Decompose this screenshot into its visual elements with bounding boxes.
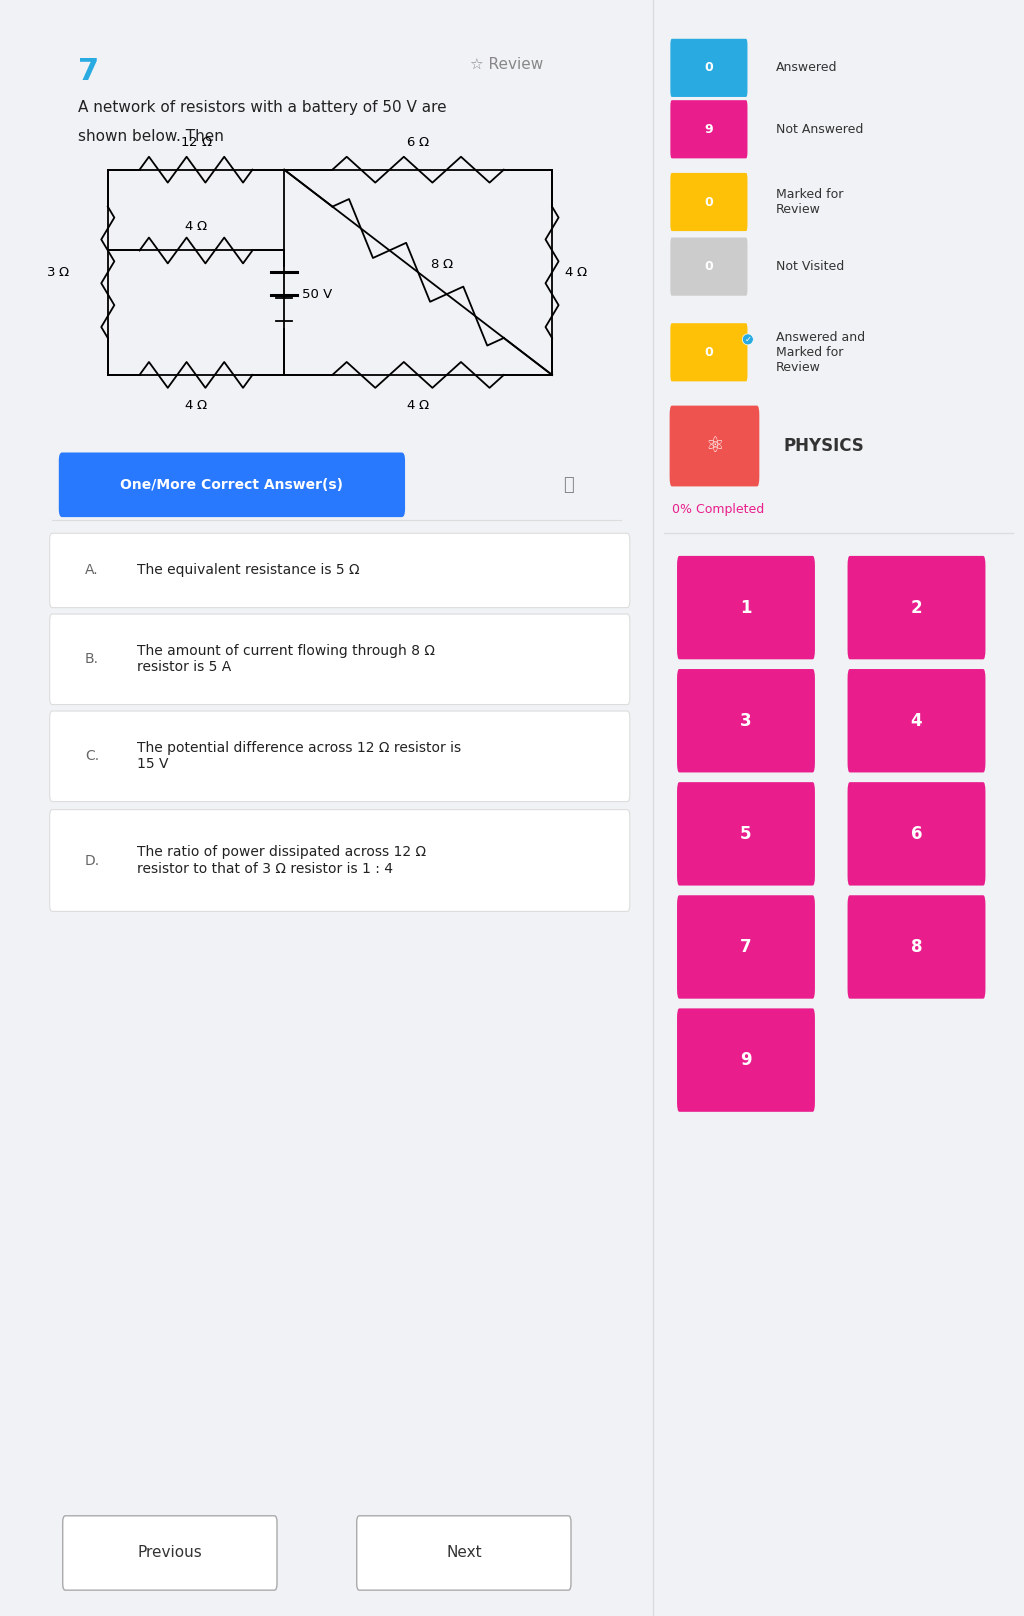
Text: The amount of current flowing through 8 Ω
resistor is 5 A: The amount of current flowing through 8 …: [137, 645, 435, 674]
FancyBboxPatch shape: [62, 1516, 278, 1590]
Text: ☆ Review: ☆ Review: [470, 57, 544, 71]
Text: 0: 0: [705, 196, 714, 208]
Text: 3 $\Omega$: 3 $\Omega$: [46, 265, 70, 280]
Text: ✓: ✓: [744, 335, 752, 344]
FancyBboxPatch shape: [848, 782, 985, 886]
Text: 5: 5: [740, 824, 752, 844]
FancyBboxPatch shape: [49, 533, 630, 608]
Text: The potential difference across 12 Ω resistor is
15 V: The potential difference across 12 Ω res…: [137, 742, 462, 771]
FancyBboxPatch shape: [356, 1516, 571, 1590]
FancyBboxPatch shape: [848, 556, 985, 659]
FancyBboxPatch shape: [848, 895, 985, 999]
Text: 9: 9: [740, 1050, 752, 1070]
Text: Previous: Previous: [137, 1545, 202, 1561]
Text: 7: 7: [79, 57, 99, 86]
Text: 7: 7: [740, 937, 752, 957]
FancyBboxPatch shape: [848, 669, 985, 772]
Text: Not Answered: Not Answered: [775, 123, 863, 136]
FancyBboxPatch shape: [677, 556, 815, 659]
Text: Not Visited: Not Visited: [775, 260, 844, 273]
Text: A.: A.: [85, 564, 98, 577]
Text: 12 $\Omega$: 12 $\Omega$: [179, 136, 212, 149]
FancyBboxPatch shape: [49, 810, 630, 911]
Text: shown below. Then: shown below. Then: [79, 129, 224, 144]
Text: 3: 3: [740, 711, 752, 730]
Text: ⓘ: ⓘ: [563, 475, 573, 494]
Text: 1: 1: [740, 598, 752, 617]
Text: 6 $\Omega$: 6 $\Omega$: [406, 136, 430, 149]
Text: 6: 6: [910, 824, 923, 844]
FancyBboxPatch shape: [49, 711, 630, 802]
Text: Answered and
Marked for
Review: Answered and Marked for Review: [775, 331, 864, 373]
Text: Answered: Answered: [775, 61, 838, 74]
Text: 9: 9: [705, 123, 714, 136]
FancyBboxPatch shape: [671, 39, 748, 97]
Text: C.: C.: [85, 750, 99, 763]
Text: 0: 0: [705, 61, 714, 74]
FancyBboxPatch shape: [677, 1008, 815, 1112]
Text: B.: B.: [85, 653, 99, 666]
FancyBboxPatch shape: [671, 323, 748, 381]
Text: A network of resistors with a battery of 50 V are: A network of resistors with a battery of…: [79, 100, 447, 115]
FancyBboxPatch shape: [671, 100, 748, 158]
Text: 0% Completed: 0% Completed: [672, 503, 764, 516]
Text: 8 $\Omega$: 8 $\Omega$: [430, 257, 455, 271]
Text: 8: 8: [910, 937, 923, 957]
Text: Next: Next: [446, 1545, 481, 1561]
Text: 4: 4: [910, 711, 923, 730]
Text: 0: 0: [705, 260, 714, 273]
FancyBboxPatch shape: [58, 452, 406, 517]
FancyBboxPatch shape: [677, 782, 815, 886]
Text: The equivalent resistance is 5 Ω: The equivalent resistance is 5 Ω: [137, 564, 359, 577]
FancyBboxPatch shape: [49, 614, 630, 705]
FancyBboxPatch shape: [677, 895, 815, 999]
Text: Marked for
Review: Marked for Review: [775, 187, 843, 217]
Text: 4 $\Omega$: 4 $\Omega$: [564, 265, 588, 280]
Text: 50 V: 50 V: [302, 288, 333, 302]
Text: One/More Correct Answer(s): One/More Correct Answer(s): [121, 478, 343, 491]
Text: ⚛: ⚛: [706, 436, 724, 456]
Text: 4 $\Omega$: 4 $\Omega$: [184, 399, 208, 412]
Text: 0: 0: [705, 346, 714, 359]
Text: PHYSICS: PHYSICS: [783, 436, 864, 456]
FancyBboxPatch shape: [671, 173, 748, 231]
Text: 4 $\Omega$: 4 $\Omega$: [406, 399, 430, 412]
FancyBboxPatch shape: [670, 406, 760, 486]
Text: D.: D.: [85, 853, 100, 868]
FancyBboxPatch shape: [677, 669, 815, 772]
FancyBboxPatch shape: [671, 238, 748, 296]
Text: 4 $\Omega$: 4 $\Omega$: [184, 220, 208, 233]
Text: 2: 2: [910, 598, 923, 617]
Text: The ratio of power dissipated across 12 Ω
resistor to that of 3 Ω resistor is 1 : The ratio of power dissipated across 12 …: [137, 845, 426, 876]
